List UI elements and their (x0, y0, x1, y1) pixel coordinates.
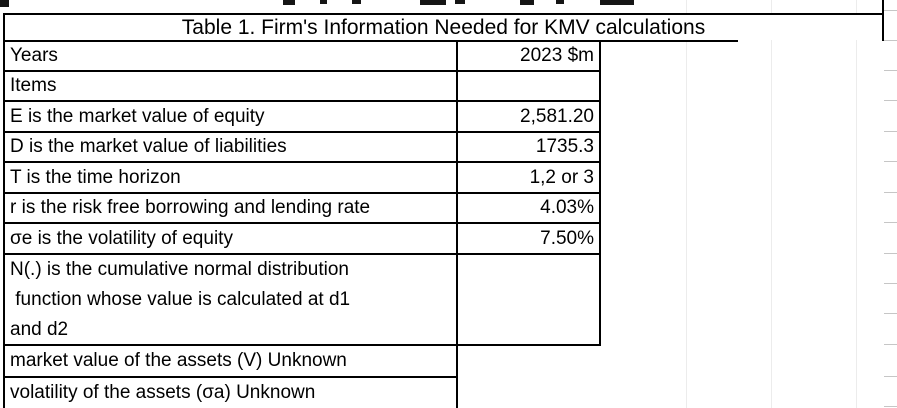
table-border-line (3, 70, 601, 72)
cell-liabilities-value[interactable]: 1735.3 (535, 136, 594, 157)
cropped-text-fragment (520, 0, 534, 5)
table-border-line (3, 13, 884, 15)
gridline-tick (884, 192, 897, 193)
cell-items-label[interactable]: Items (10, 75, 57, 96)
gridline-tick (884, 222, 897, 223)
note-line-3: and d2 (10, 319, 69, 340)
cell-riskfree-label[interactable]: r is the risk free borrowing and lending… (10, 197, 371, 218)
table-border-line (456, 40, 458, 408)
cropped-text-fragment (600, 0, 634, 5)
cell-equity-label[interactable]: E is the market value of equity (10, 106, 265, 127)
gridline-tick (884, 253, 897, 254)
cell-items-value[interactable] (459, 72, 594, 100)
table-border-line (3, 161, 601, 163)
cropped-text-fragment (420, 0, 446, 5)
table-border-line (3, 376, 457, 378)
cell-normal-distribution-note[interactable]: N(.) is the cumulative normal distributi… (10, 255, 454, 345)
table-border-line (882, 0, 884, 41)
cell-equityvol-value[interactable]: 7.50% (540, 228, 594, 249)
gridline-tick (884, 161, 897, 162)
cell-liabilities-label[interactable]: D is the market value of liabilities (10, 136, 287, 157)
cell-years-label[interactable]: Years (10, 45, 58, 66)
gridline-tick (884, 10, 897, 11)
column-gridline (771, 0, 772, 408)
table-border-line (599, 40, 601, 346)
cell-horizon-label[interactable]: T is the time horizon (10, 167, 181, 188)
cell-equityvol-label[interactable]: σe is the volatility of equity (10, 228, 233, 249)
table-border-line (3, 253, 601, 255)
table-border-line (3, 131, 601, 133)
cell-assets-vol-label[interactable]: volatility of the assets (σa) Unknown (10, 382, 316, 403)
gridline-tick (884, 283, 897, 284)
cropped-text-fragment (0, 0, 9, 7)
cell-equity-value[interactable]: 2,581.20 (520, 106, 594, 127)
cell-assets-value-label[interactable]: market value of the assets (V) Unknown (10, 350, 347, 371)
gridline-tick (884, 40, 897, 41)
column-gridline (856, 0, 857, 408)
cropped-text-fragment (320, 0, 327, 4)
cell-horizon-value[interactable]: 1,2 or 3 (529, 167, 594, 188)
gridline-tick (884, 100, 897, 101)
table-border-line (3, 100, 601, 102)
gridline-tick (884, 313, 897, 314)
cell-years-value[interactable]: 2023 $m (520, 45, 594, 66)
table-border-line (3, 192, 601, 194)
gridline-tick (884, 344, 897, 345)
note-line-2: function whose value is calculated at d1 (10, 289, 351, 310)
gridline-tick (884, 70, 897, 71)
gridline-tick (884, 131, 897, 132)
note-line-1: N(.) is the cumulative normal distributi… (10, 259, 349, 280)
table-border-line (3, 40, 738, 42)
table-border-line (3, 222, 601, 224)
table-title-cell[interactable]: Table 1. Firm's Information Needed for K… (5, 15, 882, 40)
table-border-line (3, 344, 601, 346)
cropped-text-fragment (556, 0, 564, 4)
cropped-text-fragment (352, 0, 361, 4)
column-gridline (686, 0, 687, 408)
gridline-tick (884, 376, 897, 377)
cropped-text-fragment (455, 0, 465, 4)
cell-riskfree-value[interactable]: 4.03% (540, 197, 594, 218)
table-border-line (3, 13, 5, 408)
cropped-text-fragment (283, 0, 295, 5)
gridline-tick (884, 406, 897, 407)
